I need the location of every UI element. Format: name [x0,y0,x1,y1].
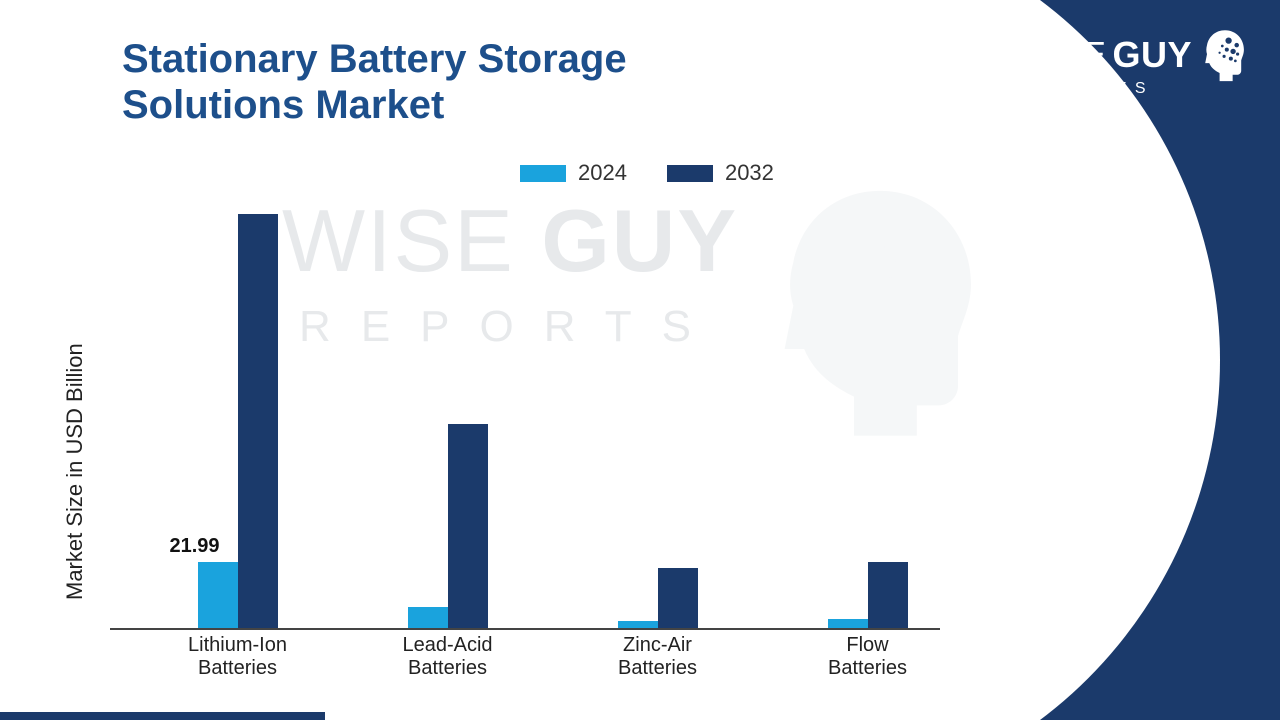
legend: 2024 2032 [520,160,774,186]
logo-text-a: WISE [1012,34,1106,76]
logo-head-icon [1198,28,1252,82]
logo-subtext: REPORTS [1012,80,1252,98]
bar [828,619,868,628]
y-axis-label: Market Size in USD Billion [62,343,88,600]
legend-item-0: 2024 [520,160,627,186]
bar [658,568,698,628]
logo-text-b: GUY [1112,34,1192,76]
chart-area: Lithium-IonBatteries21.99Lead-AcidBatter… [110,210,940,630]
bar [238,214,278,628]
bottom-accent-bar [0,712,325,720]
x-axis-label: Zinc-AirBatteries [563,634,753,680]
value-label: 21.99 [170,535,220,558]
legend-swatch-0 [520,165,566,182]
legend-swatch-1 [667,165,713,182]
x-axis-label: FlowBatteries [773,634,963,680]
legend-label-0: 2024 [578,160,627,186]
page: WISE GUY REPORTS Stationary Battery Stor… [0,0,1280,720]
bar [618,621,658,629]
legend-item-1: 2032 [667,160,774,186]
brand-logo: WISE GUY REPORTS [1012,28,1252,98]
legend-label-1: 2032 [725,160,774,186]
bar [868,562,908,628]
bar [448,424,488,628]
bar [408,607,448,628]
x-axis-label: Lithium-IonBatteries [143,634,333,680]
bar [198,562,238,628]
chart-title: Stationary Battery Storage Solutions Mar… [122,36,742,128]
x-axis-label: Lead-AcidBatteries [353,634,543,680]
